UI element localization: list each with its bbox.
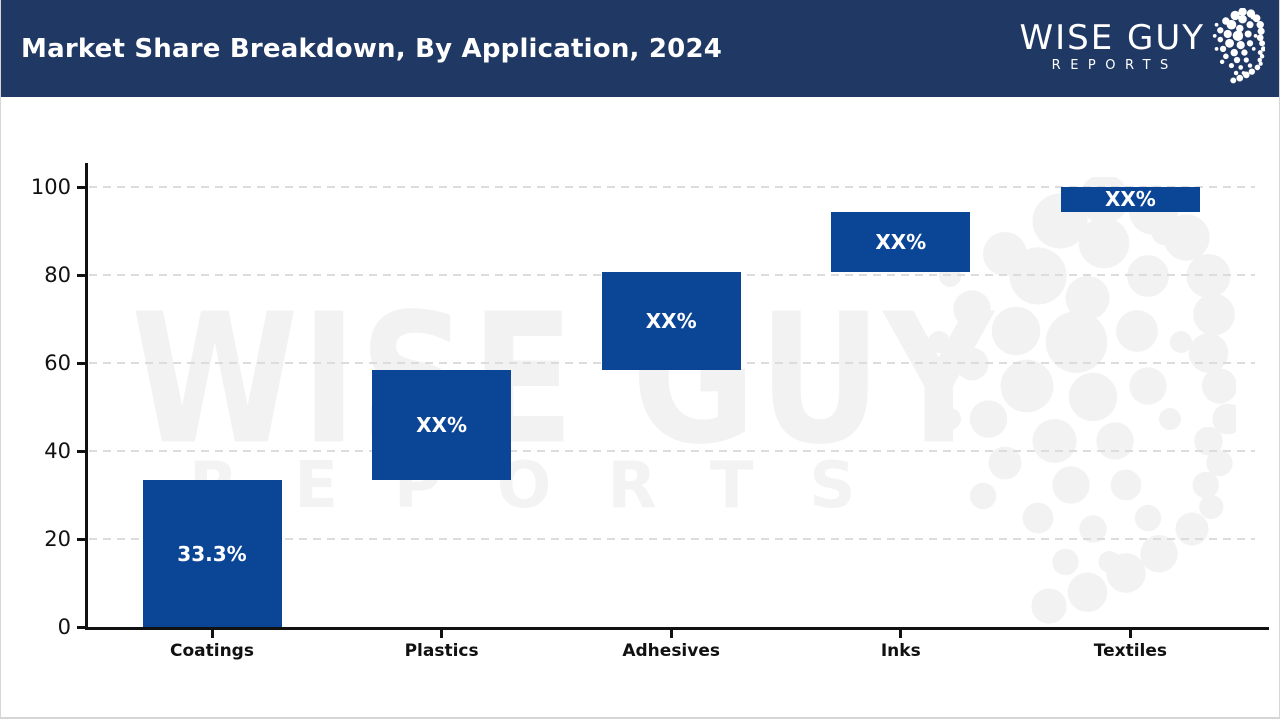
gridline-100 bbox=[89, 186, 1255, 188]
x-tick-textiles bbox=[1128, 630, 1132, 638]
bar-textiles: XX% bbox=[1060, 187, 1200, 212]
y-axis-line bbox=[85, 163, 88, 630]
gridline-20 bbox=[89, 538, 1255, 540]
y-tick-label-40: 40 bbox=[44, 439, 71, 463]
brand-logo: WISE GUY REPORTS bbox=[1019, 8, 1265, 86]
x-tick-plastics bbox=[440, 630, 444, 638]
bar-adhesives: XX% bbox=[601, 272, 741, 371]
brand-logo-text: WISE GUY REPORTS bbox=[1019, 18, 1205, 73]
brand-subtext: REPORTS bbox=[1051, 57, 1178, 73]
y-tick-label-60: 60 bbox=[44, 351, 71, 375]
bar-inks: XX% bbox=[831, 211, 971, 273]
page-title: Market Share Breakdown, By Application, … bbox=[21, 33, 723, 64]
y-tick-label-0: 0 bbox=[57, 615, 71, 639]
bar-label-textiles: XX% bbox=[1104, 187, 1156, 212]
y-tick-label-80: 80 bbox=[44, 263, 71, 287]
x-axis-line bbox=[85, 627, 1269, 630]
header-bar: Market Share Breakdown, By Application, … bbox=[1, 0, 1279, 97]
y-tick-0 bbox=[77, 626, 86, 629]
y-tick-40 bbox=[77, 450, 86, 453]
y-tick-100 bbox=[77, 186, 86, 189]
y-tick-20 bbox=[77, 538, 86, 541]
bar-label-coatings: 33.3% bbox=[177, 541, 247, 566]
x-tick-label-adhesives: Adhesives bbox=[622, 641, 720, 661]
x-tick-label-coatings: Coatings bbox=[170, 641, 254, 661]
y-tick-label-20: 20 bbox=[44, 527, 71, 551]
x-tick-label-plastics: Plastics bbox=[404, 641, 479, 661]
x-tick-adhesives bbox=[669, 630, 673, 638]
x-tick-inks bbox=[899, 630, 903, 638]
bar-label-inks: XX% bbox=[875, 229, 927, 254]
y-tick-60 bbox=[77, 362, 86, 365]
y-tick-80 bbox=[77, 274, 86, 277]
bar-label-adhesives: XX% bbox=[645, 309, 697, 334]
bar-label-plastics: XX% bbox=[416, 413, 468, 438]
bar-plastics: XX% bbox=[372, 370, 512, 481]
y-tick-label-100: 100 bbox=[30, 175, 71, 199]
brand-wordmark: WISE GUY bbox=[1019, 18, 1205, 59]
x-tick-label-inks: Inks bbox=[880, 641, 921, 661]
bar-coatings: 33.3% bbox=[142, 480, 282, 627]
x-tick-label-textiles: Textiles bbox=[1093, 641, 1168, 661]
gridline-40 bbox=[89, 450, 1255, 452]
x-tick-coatings bbox=[210, 630, 214, 638]
